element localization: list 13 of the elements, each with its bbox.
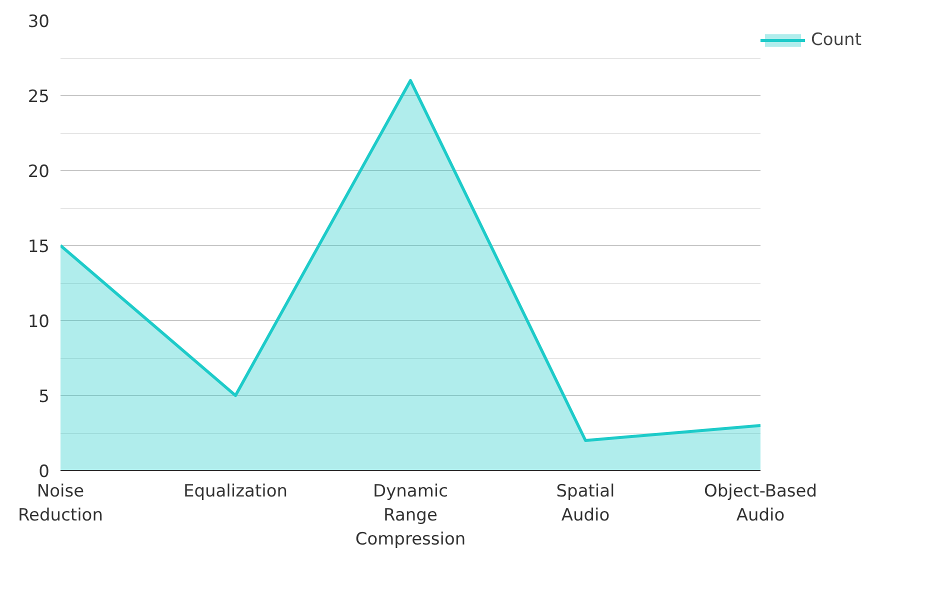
legend-label: Count bbox=[811, 30, 862, 50]
x-tick-label: Spatial Audio bbox=[556, 482, 615, 526]
y-tick-label: 30 bbox=[28, 12, 50, 32]
x-tick-label: Object-Based Audio bbox=[704, 482, 818, 526]
x-tick-label: Noise Reduction bbox=[18, 482, 103, 526]
x-tick-label: Equalization bbox=[183, 482, 288, 502]
y-tick-label: 10 bbox=[28, 312, 50, 332]
y-tick-label: 0 bbox=[38, 462, 50, 482]
x-tick-label: Dynamic Range Compression bbox=[355, 482, 466, 550]
y-tick-label: 20 bbox=[28, 162, 50, 182]
y-tick-label: 5 bbox=[38, 387, 50, 407]
y-tick-label: 25 bbox=[28, 87, 50, 107]
y-tick-label: 15 bbox=[28, 237, 50, 257]
